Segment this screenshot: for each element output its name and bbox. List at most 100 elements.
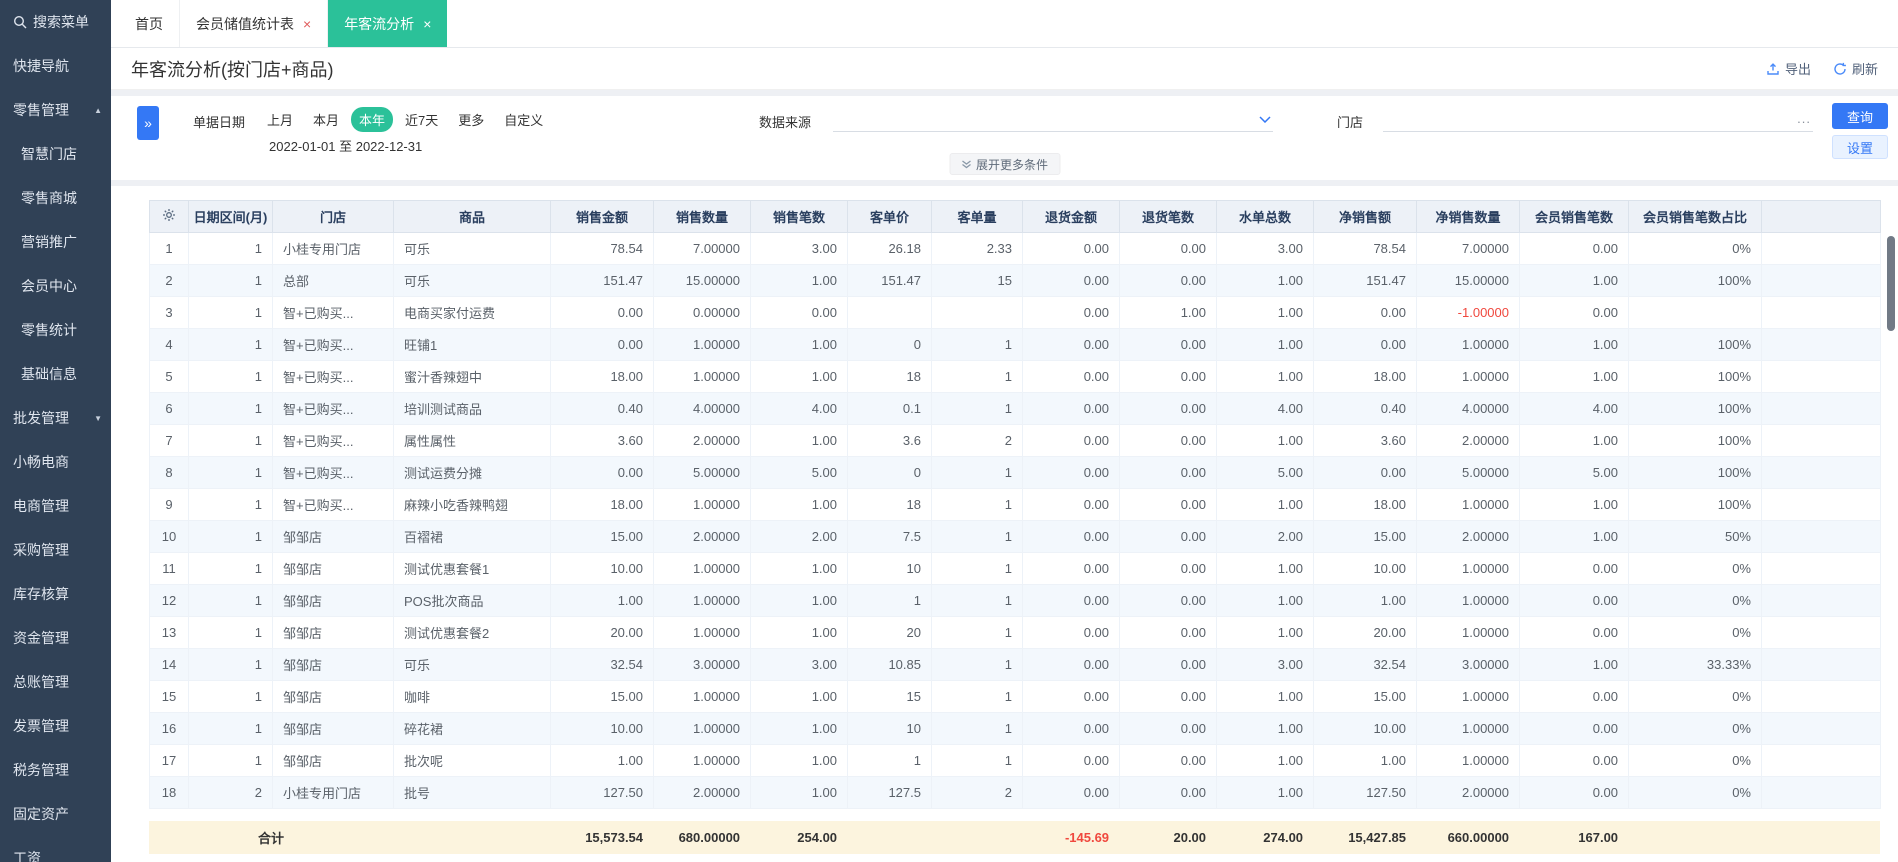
sidebar-item[interactable]: 工资 (0, 836, 111, 862)
store-more-button[interactable]: ... (1797, 111, 1811, 126)
table-row[interactable]: 12 1 邹邹店 POS批次商品 1.00 1.00000 1.00 1 1 0.00 0.00 1.… (149, 584, 1881, 617)
column-header[interactable]: 门店 (272, 200, 394, 233)
query-button[interactable]: 查询 (1832, 103, 1888, 129)
column-header[interactable]: 退货笔数 (1119, 200, 1217, 233)
close-icon[interactable]: × (303, 15, 312, 32)
source-select[interactable] (833, 104, 1273, 132)
sidebar-item[interactable]: 总账管理 (0, 660, 111, 704)
table-row[interactable]: 13 1 邹邹店 测试优惠套餐2 20.00 1.00000 1.00 20 1 0.00 0.00… (149, 616, 1881, 649)
sidebar-item[interactable]: 会员中心 (0, 264, 111, 308)
table-row[interactable]: 14 1 邹邹店 可乐 32.54 3.00000 3.00 10.85 1 0.00 0.00 3.… (149, 648, 1881, 681)
table-row[interactable]: 7 1 智+已购买... 属性属性 3.60 2.00000 1.00 3.6 2 0.00 0.0… (149, 424, 1881, 457)
store-input[interactable]: ... (1383, 104, 1813, 132)
sidebar-item[interactable]: 电商管理 (0, 484, 111, 528)
column-header[interactable]: 水单总数 (1216, 200, 1314, 233)
sidebar-item[interactable]: 智慧门店 (0, 132, 111, 176)
table-cell: 1.00000 (653, 360, 751, 393)
expand-more-filters-button[interactable]: 展开更多条件 (948, 153, 1061, 175)
sidebar-item[interactable]: 零售商城 (0, 176, 111, 220)
vertical-scrollbar-thumb[interactable] (1887, 236, 1895, 331)
tab[interactable]: 年客流分析 × (328, 0, 448, 47)
date-option[interactable]: 近7天 (405, 113, 439, 128)
column-header[interactable]: 销售金额 (550, 200, 654, 233)
date-option[interactable]: 更多 (458, 113, 485, 128)
table-cell: 1.00 (1216, 424, 1314, 457)
sidebar-item-label: 搜索菜单 (33, 14, 89, 30)
column-header[interactable]: 客单量 (931, 200, 1023, 233)
table-cell: 0.00 (1119, 680, 1217, 713)
table-row[interactable]: 3 1 智+已购买... 电商买家付运费 0.00 0.00000 0.00 0.00 1.00… (149, 296, 1881, 329)
column-header[interactable]: 净销售数量 (1416, 200, 1520, 233)
table-cell: 0.00 (1022, 456, 1120, 489)
table-cell: 测试优惠套餐2 (393, 616, 551, 649)
table-row[interactable]: 2 1 总部 可乐 151.47 15.00000 1.00 151.47 15 0.00 0.00… (149, 264, 1881, 297)
table-row[interactable]: 6 1 智+已购买... 培训测试商品 0.40 4.00000 4.00 0.1 1 0.00 0… (149, 392, 1881, 425)
sidebar-item[interactable]: 采购管理 (0, 528, 111, 572)
table-row[interactable]: 4 1 智+已购买... 旺铺1 0.00 1.00000 1.00 0 1 0.00 0.00 1.… (149, 328, 1881, 361)
table-row[interactable]: 11 1 邹邹店 测试优惠套餐1 10.00 1.00000 1.00 10 1 0.00 0.00… (149, 552, 1881, 585)
table-cell: 1.00000 (653, 328, 751, 361)
table-row[interactable]: 1 1 小桂专用门店 可乐 78.54 7.00000 3.00 26.18 2.33 0.00 0… (149, 232, 1881, 265)
table-cell: 1.00 (1216, 744, 1314, 777)
table-cell: 5.00 (1519, 456, 1629, 489)
table-row[interactable]: 17 1 邹邹店 批次呢 1.00 1.00000 1.00 1 1 0.00 0.00 1.00 1.… (149, 744, 1881, 777)
date-range-value[interactable]: 2022-01-01 至 2022-12-31 (269, 139, 423, 154)
date-option[interactable]: 本月 (313, 113, 340, 128)
sidebar-item[interactable]: 资金管理 (0, 616, 111, 660)
column-header[interactable]: 销售数量 (653, 200, 751, 233)
collapse-filter-button[interactable]: » (137, 106, 159, 140)
table-row[interactable]: 16 1 邹邹店 碎花裙 10.00 1.00000 1.00 10 1 0.00 0.00 1.00… (149, 712, 1881, 745)
date-option[interactable]: 自定义 (504, 113, 544, 128)
table-cell: 0.00 (1313, 456, 1417, 489)
sidebar-item[interactable]: 零售管理 ▲ (0, 88, 111, 132)
table-cell: 0.00 (1022, 488, 1120, 521)
sidebar-item[interactable]: 固定资产 (0, 792, 111, 836)
sidebar-item-label: 电商管理 (13, 498, 69, 514)
column-settings-header[interactable] (149, 200, 189, 233)
table-cell: 1.00 (1313, 584, 1417, 617)
table-row[interactable]: 15 1 邹邹店 咖啡 15.00 1.00000 1.00 15 1 0.00 0.00 1.00 1… (149, 680, 1881, 713)
sidebar-item[interactable]: 快捷导航 (0, 44, 111, 88)
refresh-button[interactable]: 刷新 (1833, 59, 1878, 78)
column-header[interactable]: 净销售额 (1313, 200, 1417, 233)
table-cell: 1 (188, 680, 273, 713)
column-header[interactable]: 商品 (393, 200, 551, 233)
tab[interactable]: 首页 (119, 0, 180, 47)
table-cell-filler (1761, 360, 1881, 393)
table-cell: 2 (149, 264, 189, 297)
column-header[interactable]: 会员销售笔数 (1519, 200, 1629, 233)
column-header[interactable]: 会员销售笔数占比 (1628, 200, 1762, 233)
date-option[interactable]: 本年 (351, 107, 394, 132)
column-header[interactable]: 销售笔数 (750, 200, 848, 233)
date-option[interactable]: 上月 (267, 113, 294, 128)
table-row[interactable]: 5 1 智+已购买... 蜜汁香辣翅中 18.00 1.00000 1.00 18 1 0.00 0… (149, 360, 1881, 393)
table-cell: 小桂专用门店 (272, 232, 394, 265)
table-cell: 1.00000 (653, 744, 751, 777)
table-cell: 4.00 (1216, 392, 1314, 425)
table-row[interactable]: 9 1 智+已购买... 麻辣小吃香辣鸭翅 18.00 1.00000 1.00 18 1 0.0… (149, 488, 1881, 521)
sidebar-item[interactable]: 搜索菜单 (0, 0, 111, 44)
sidebar-item[interactable]: 批发管理 ▼ (0, 396, 111, 440)
table-cell: 0.00 (1313, 296, 1417, 329)
sidebar-item[interactable]: 基础信息 (0, 352, 111, 396)
table-row[interactable]: 10 1 邹邹店 百褶裙 15.00 2.00000 2.00 7.5 1 0.00 0.00 2.0… (149, 520, 1881, 553)
sidebar-item[interactable]: 小畅电商 (0, 440, 111, 484)
table-row[interactable]: 18 2 小桂专用门店 批号 127.50 2.00000 1.00 127.5 2 0.00 0.… (149, 776, 1881, 809)
close-icon[interactable]: × (423, 15, 432, 32)
column-header[interactable]: 客单价 (847, 200, 932, 233)
tab[interactable]: 会员储值统计表 × (180, 0, 329, 47)
sidebar-item[interactable]: 营销推广 (0, 220, 111, 264)
table-cell: 百褶裙 (393, 520, 551, 553)
table-cell: 18 (847, 488, 932, 521)
sidebar-item[interactable]: 税务管理 (0, 748, 111, 792)
table-row[interactable]: 8 1 智+已购买... 测试运费分摊 0.00 5.00000 5.00 0 1 0.00 0.0… (149, 456, 1881, 489)
sidebar-item[interactable]: 零售统计 (0, 308, 111, 352)
table-cell: 1 (188, 360, 273, 393)
sidebar-item[interactable]: 库存核算 (0, 572, 111, 616)
sidebar-item[interactable]: 发票管理 (0, 704, 111, 748)
column-header[interactable]: 退货金额 (1022, 200, 1120, 233)
table-cell: 1 (847, 584, 932, 617)
export-button[interactable]: 导出 (1766, 59, 1811, 78)
column-header[interactable]: 日期区间(月) (188, 200, 273, 233)
settings-button[interactable]: 设置 (1832, 135, 1888, 159)
